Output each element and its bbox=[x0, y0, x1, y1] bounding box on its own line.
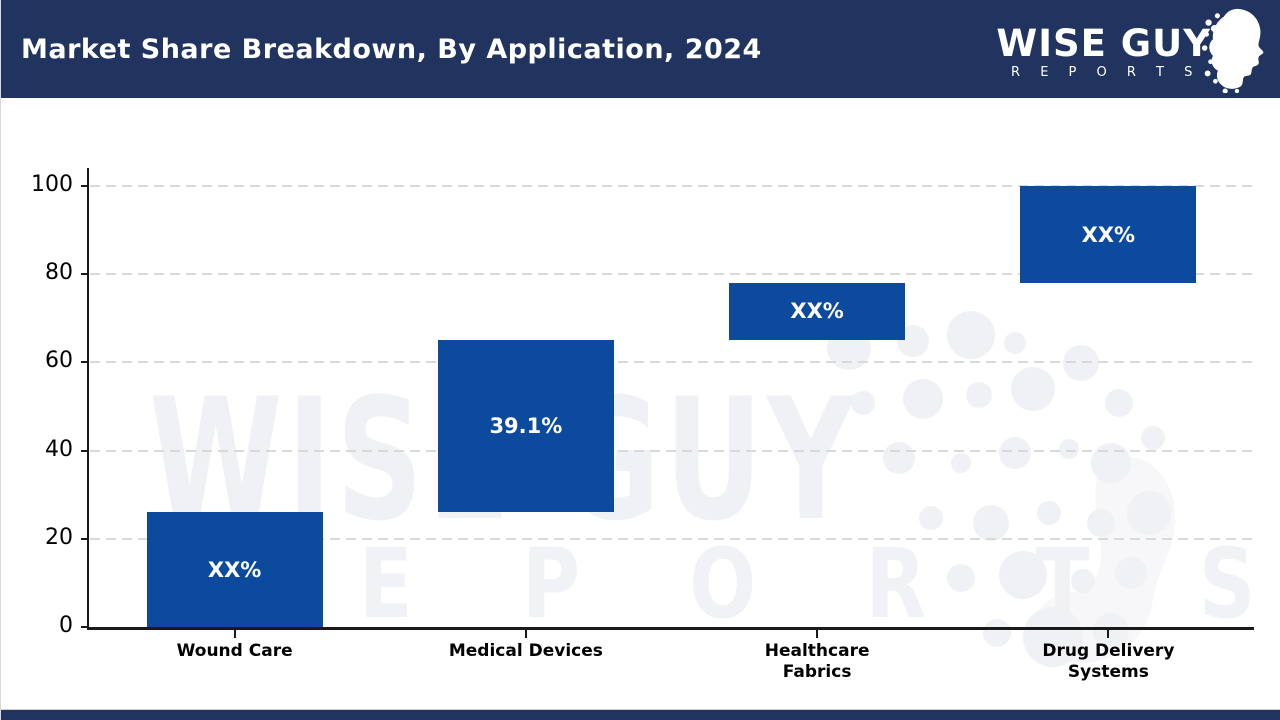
bar-medical-devices: 39.1% bbox=[437, 339, 614, 513]
footer-bar bbox=[1, 709, 1280, 720]
bar-value-label: XX% bbox=[207, 557, 262, 582]
header: Market Share Breakdown, By Application, … bbox=[1, 0, 1280, 98]
x-tick-label-2: Healthcare Fabrics bbox=[764, 641, 870, 683]
reports-wordmark: R E P O R T S bbox=[1011, 64, 1201, 80]
y-tick-label-100: 100 bbox=[31, 172, 73, 197]
x-tick-1 bbox=[524, 630, 527, 638]
gridline-100 bbox=[90, 185, 1255, 187]
y-tick-label-60: 60 bbox=[45, 348, 73, 374]
y-tick-0 bbox=[81, 626, 89, 628]
watermark-dotted-head bbox=[827, 311, 1176, 667]
x-tick-3 bbox=[1107, 630, 1110, 638]
y-tick-label-0: 0 bbox=[59, 613, 73, 638]
y-tick-100 bbox=[81, 185, 89, 187]
x-tick-label-1: Medical Devices bbox=[448, 641, 603, 661]
page-title: Market Share Breakdown, By Application, … bbox=[21, 33, 762, 65]
gridline-80 bbox=[90, 273, 1255, 276]
x-tick-label-0: Wound Care bbox=[176, 641, 293, 661]
wise-guy-wordmark: WISE GUY bbox=[996, 21, 1211, 65]
bar-value-label: 39.1% bbox=[489, 414, 563, 439]
y-tick-60 bbox=[81, 361, 89, 364]
gridline-60 bbox=[90, 361, 1255, 364]
x-tick-2 bbox=[816, 630, 819, 638]
y-tick-label-80: 80 bbox=[45, 260, 73, 286]
y-tick-label-20: 20 bbox=[45, 524, 73, 550]
y-tick-20 bbox=[81, 537, 89, 540]
bar-value-label: XX% bbox=[790, 299, 844, 324]
bar-wound-care: XX% bbox=[146, 512, 323, 627]
y-tick-40 bbox=[81, 449, 89, 452]
chart-area: WISE GUY R E P O R T S 0 20 40 60 80 100 XX% Wo… bbox=[1, 98, 1280, 709]
dotted-head-icon bbox=[1201, 8, 1264, 93]
bar-value-label: XX% bbox=[1081, 222, 1136, 247]
brand-logo-text: WISE GUY R E P O R T S bbox=[996, 25, 1211, 80]
y-tick-80 bbox=[81, 273, 89, 276]
y-axis bbox=[87, 168, 89, 629]
x-axis bbox=[87, 627, 1254, 630]
x-tick-label-3: Drug Delivery Systems bbox=[1042, 641, 1175, 683]
x-tick-0 bbox=[233, 630, 236, 638]
bar-drug-delivery-systems: XX% bbox=[1020, 186, 1197, 284]
y-tick-label-40: 40 bbox=[45, 436, 73, 462]
gridline-40 bbox=[90, 449, 1255, 452]
bar-healthcare-fabrics: XX% bbox=[729, 283, 906, 340]
gridline-20 bbox=[90, 537, 1255, 540]
brand-logo: WISE GUY R E P O R T S bbox=[996, 6, 1271, 94]
